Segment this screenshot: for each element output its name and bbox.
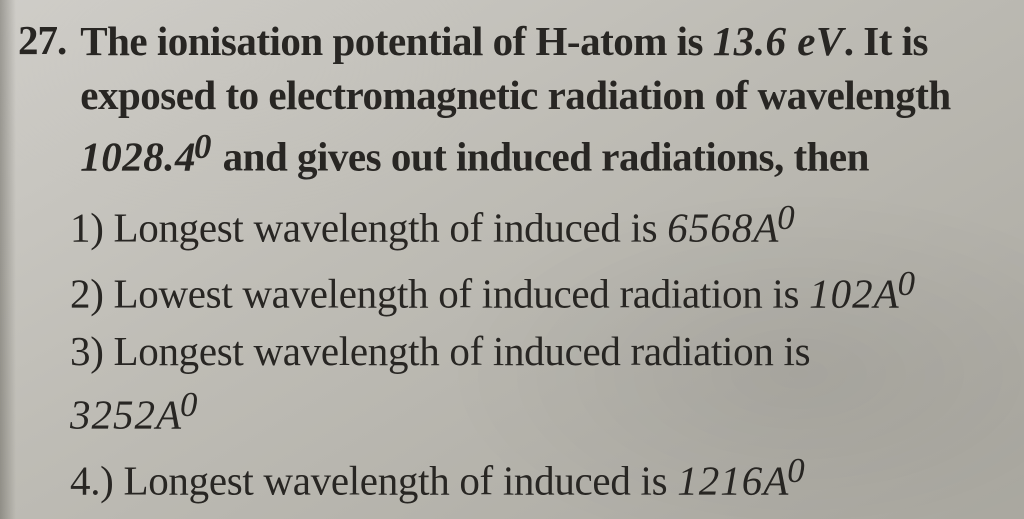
option-3-text: Longest wavelength of induced radiation …: [114, 328, 811, 374]
option-1-sup: 0: [777, 198, 794, 237]
option-1-label: 1): [70, 205, 114, 251]
option-2-value: 102A: [809, 271, 900, 317]
option-list: 1) Longest wavelength of induced is 6568…: [18, 192, 994, 509]
stem-line1b: . It is: [844, 18, 928, 64]
option-2-sup: 0: [898, 264, 915, 303]
option-4: 4.) Longest wavelength of induced is 121…: [70, 445, 994, 509]
option-4-label: 4.): [70, 458, 123, 504]
question-number: 27.: [18, 14, 66, 184]
option-4-value: 1216A: [677, 458, 789, 504]
stem-ion-potential: 13.6 eV: [713, 18, 844, 64]
question-stem: The ionisation potential of H-atom is 13…: [80, 14, 950, 184]
stem-line2: exposed to electromagnetic radiation of …: [80, 72, 950, 118]
stem-wavelength: 1028.4: [80, 134, 196, 180]
option-3: 3) Longest wavelength of induced radiati…: [70, 324, 994, 443]
option-4-text: Longest wavelength of induced is: [123, 458, 677, 504]
option-1: 1) Longest wavelength of induced is 6568…: [70, 192, 994, 256]
stem-line1a: The ionisation potential of H-atom is: [80, 18, 712, 64]
option-4-sup: 0: [787, 451, 804, 490]
scanned-page: 27. The ionisation potential of H-atom i…: [0, 0, 1024, 519]
option-2: 2) Lowest wavelength of induced radiatio…: [70, 258, 994, 322]
question-block: 27. The ionisation potential of H-atom i…: [18, 14, 994, 184]
option-3-value: 3252A: [70, 392, 182, 438]
option-1-value: 6568A: [667, 205, 779, 251]
option-3-sup: 0: [180, 385, 197, 424]
stem-line3: and gives out induced radiations, then: [213, 134, 869, 180]
option-2-label: 2): [70, 271, 114, 317]
option-2-text: Lowest wavelength of induced radiation i…: [114, 271, 810, 317]
option-1-text: Longest wavelength of induced is: [114, 205, 668, 251]
stem-wavelength-sup: 0: [194, 127, 211, 166]
option-3-label: 3): [70, 328, 114, 374]
